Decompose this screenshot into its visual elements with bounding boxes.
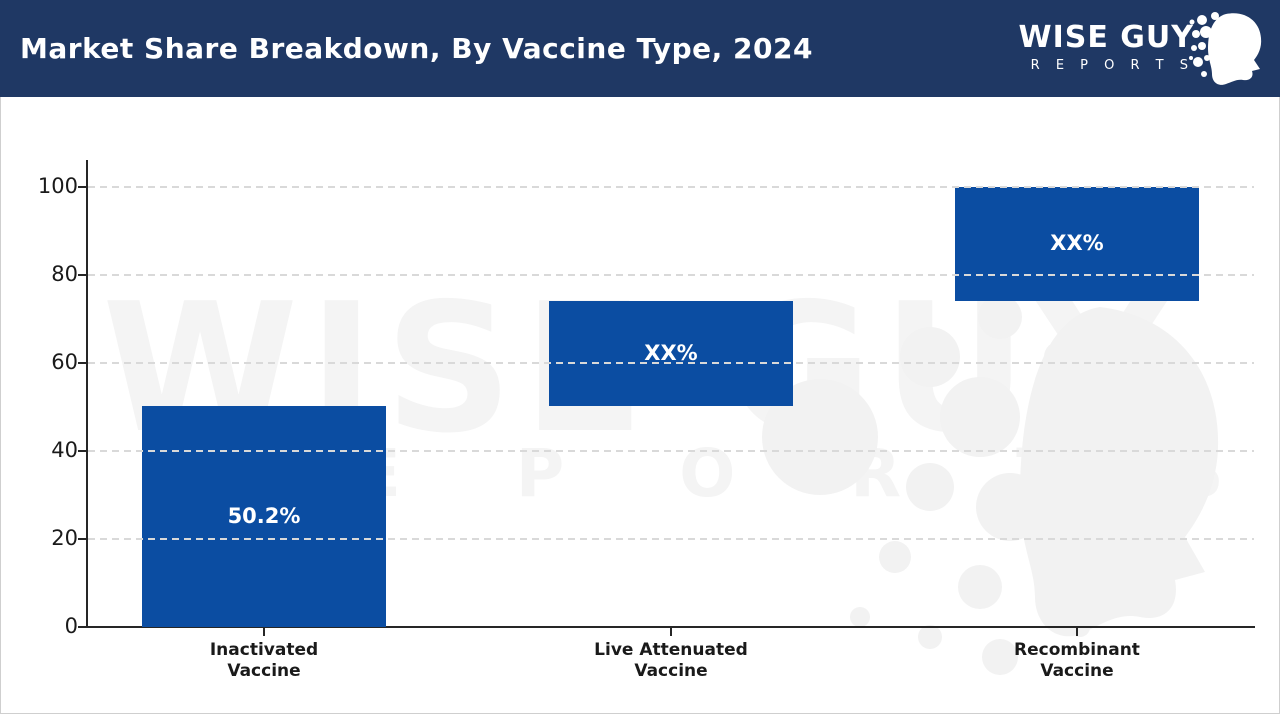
- x-tick-mark: [1076, 628, 1078, 636]
- y-tick-label: 40: [51, 438, 78, 462]
- bar-segment[interactable]: [142, 406, 386, 627]
- x-category-label: Live Attenuated Vaccine: [531, 640, 811, 682]
- gridline: [88, 450, 1254, 452]
- x-category-line1: Inactivated: [209, 640, 319, 660]
- y-tick-label: 0: [64, 614, 78, 638]
- x-category-line2: Vaccine: [634, 661, 708, 681]
- x-category-label: Recombinant Vaccine: [937, 640, 1217, 682]
- logo-wordmark: WISE GUY: [1018, 20, 1194, 55]
- x-category-line2: Vaccine: [1040, 661, 1114, 681]
- bar-segment[interactable]: [549, 300, 793, 407]
- y-axis-line: [86, 160, 88, 627]
- y-tick-label: 80: [51, 262, 78, 286]
- y-tick-label: 60: [51, 350, 78, 374]
- x-tick-mark: [263, 628, 265, 636]
- gridline: [88, 274, 1254, 276]
- x-category-line1: Recombinant: [1014, 640, 1140, 660]
- logo-subtext: R E P O R T S: [1030, 58, 1194, 73]
- gridline: [88, 186, 1254, 188]
- bar-value-label: 50.2%: [227, 503, 301, 528]
- x-tick-mark: [670, 628, 672, 636]
- y-tick-mark: [78, 538, 86, 540]
- bar-segment[interactable]: [955, 187, 1199, 301]
- y-tick-label: 20: [51, 526, 78, 550]
- gridline: [88, 362, 1254, 364]
- y-tick-mark: [78, 362, 86, 364]
- y-tick-mark: [78, 626, 86, 628]
- x-category-label: Inactivated Vaccine: [124, 640, 404, 682]
- y-tick-mark: [78, 274, 86, 276]
- bar-value-label: XX%: [644, 340, 698, 365]
- wise-guy-reports-logo: WISE GUY R E P O R T S: [1016, 8, 1266, 90]
- bar-value-label: XX%: [1050, 230, 1104, 255]
- logo-head-icon: [1189, 12, 1262, 85]
- y-tick-label: 100: [37, 174, 78, 198]
- gridline: [88, 538, 1254, 540]
- x-axis-line: [86, 626, 1255, 628]
- chart-title: Market Share Breakdown, By Vaccine Type,…: [20, 32, 813, 65]
- header-band: Market Share Breakdown, By Vaccine Type,…: [0, 0, 1280, 97]
- logo-text: WISE GUY R E P O R T S: [1016, 22, 1194, 76]
- y-tick-mark: [78, 450, 86, 452]
- x-category-line1: Live Attenuated: [594, 640, 748, 660]
- y-tick-mark: [78, 186, 86, 188]
- x-category-line2: Vaccine: [227, 661, 301, 681]
